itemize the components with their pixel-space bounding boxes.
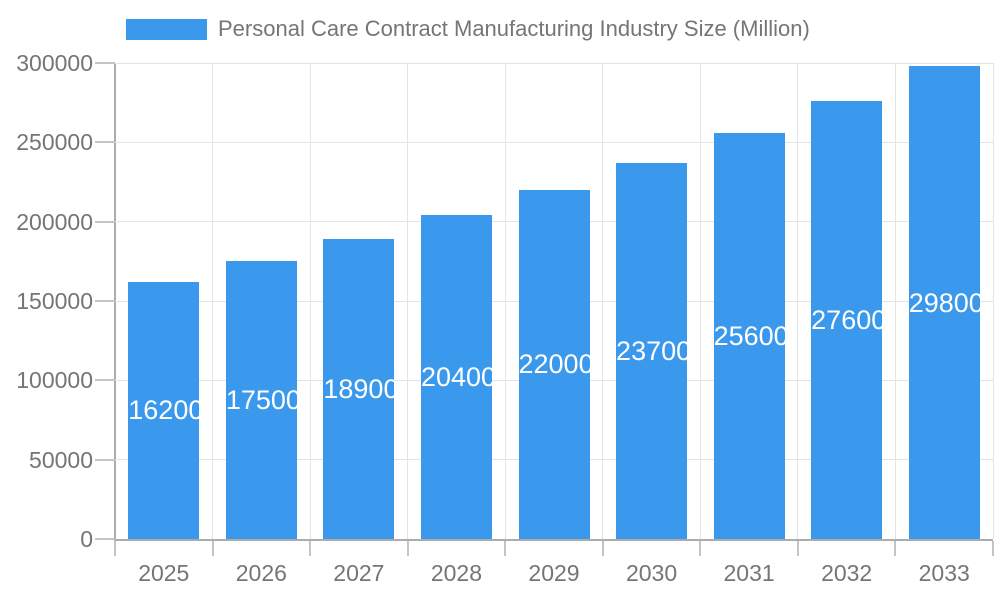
v-gridline bbox=[212, 63, 214, 539]
bar[interactable]: 204000 bbox=[420, 215, 492, 539]
x-axis-tick bbox=[114, 541, 116, 556]
y-axis-label: 200000 bbox=[16, 208, 93, 235]
x-axis-label: 2029 bbox=[528, 560, 580, 586]
x-axis-tick bbox=[601, 541, 604, 556]
y-axis-tick bbox=[95, 379, 115, 382]
x-axis-tick bbox=[309, 541, 312, 556]
v-gridline bbox=[699, 63, 701, 539]
x-axis-label: 2031 bbox=[723, 560, 775, 586]
x-axis-tick bbox=[796, 541, 799, 556]
x-axis-tick bbox=[211, 541, 214, 556]
bar-value-label: 237000 bbox=[616, 335, 688, 366]
bar[interactable]: 256000 bbox=[713, 132, 785, 539]
x-axis-label: 2033 bbox=[918, 560, 970, 586]
x-axis-label: 2026 bbox=[235, 560, 287, 586]
x-axis-label: 2030 bbox=[625, 560, 678, 586]
v-gridline bbox=[504, 63, 506, 539]
x-axis-tick bbox=[504, 541, 507, 556]
v-gridline bbox=[309, 63, 311, 539]
y-axis-label: 100000 bbox=[16, 367, 93, 394]
v-gridline bbox=[797, 63, 799, 539]
y-axis-tick bbox=[95, 458, 115, 461]
bar-value-label: 204000 bbox=[420, 362, 492, 393]
v-gridline bbox=[992, 63, 994, 539]
bar[interactable]: 220000 bbox=[518, 189, 590, 539]
v-gridline bbox=[407, 63, 409, 539]
bar[interactable]: 237000 bbox=[616, 162, 688, 539]
x-axis-line bbox=[115, 539, 993, 541]
x-axis-tick bbox=[406, 541, 409, 556]
h-gridline bbox=[115, 62, 993, 64]
x-axis-label: 2025 bbox=[138, 560, 190, 586]
bar[interactable]: 189000 bbox=[323, 239, 395, 539]
x-axis-label: 2027 bbox=[333, 560, 385, 586]
y-axis-label: 0 bbox=[80, 526, 93, 552]
y-axis-label: 50000 bbox=[29, 446, 93, 473]
v-gridline bbox=[894, 63, 896, 539]
bar-value-label: 256000 bbox=[713, 320, 785, 351]
y-axis-label: 300000 bbox=[16, 50, 93, 76]
y-axis-label: 150000 bbox=[16, 288, 93, 314]
y-axis-line bbox=[114, 63, 116, 556]
legend-swatch[interactable] bbox=[126, 18, 207, 40]
bar[interactable]: 175000 bbox=[225, 261, 297, 539]
x-axis-label: 2028 bbox=[430, 560, 483, 586]
y-axis-label: 250000 bbox=[16, 129, 93, 156]
plot-area: 162000 175000 189000 204000 220000 237000 2560… bbox=[115, 62, 994, 539]
x-axis-tick bbox=[699, 541, 702, 556]
v-gridline bbox=[602, 63, 604, 539]
x-axis-tick bbox=[992, 541, 994, 556]
legend-label[interactable]: Personal Care Contract Manufacturing Ind… bbox=[218, 16, 810, 41]
bar-value-label: 162000 bbox=[128, 395, 200, 426]
bar-value-label: 175000 bbox=[225, 385, 297, 416]
legend: Personal Care Contract Manufacturing Ind… bbox=[126, 16, 810, 41]
y-axis-tick bbox=[95, 220, 115, 223]
h-gridline bbox=[115, 141, 993, 143]
bar-value-label: 189000 bbox=[323, 374, 395, 405]
y-axis-tick bbox=[95, 538, 115, 540]
y-axis-tick bbox=[95, 62, 115, 64]
bar-value-label: 220000 bbox=[518, 349, 590, 380]
y-axis-tick bbox=[95, 300, 115, 302]
bar-value-label: 276000 bbox=[811, 305, 883, 336]
bar[interactable]: 276000 bbox=[811, 101, 883, 539]
bar[interactable]: 162000 bbox=[128, 281, 200, 539]
x-axis-tick bbox=[894, 541, 897, 556]
y-axis-tick bbox=[95, 141, 115, 144]
x-axis-label: 2032 bbox=[821, 560, 873, 586]
